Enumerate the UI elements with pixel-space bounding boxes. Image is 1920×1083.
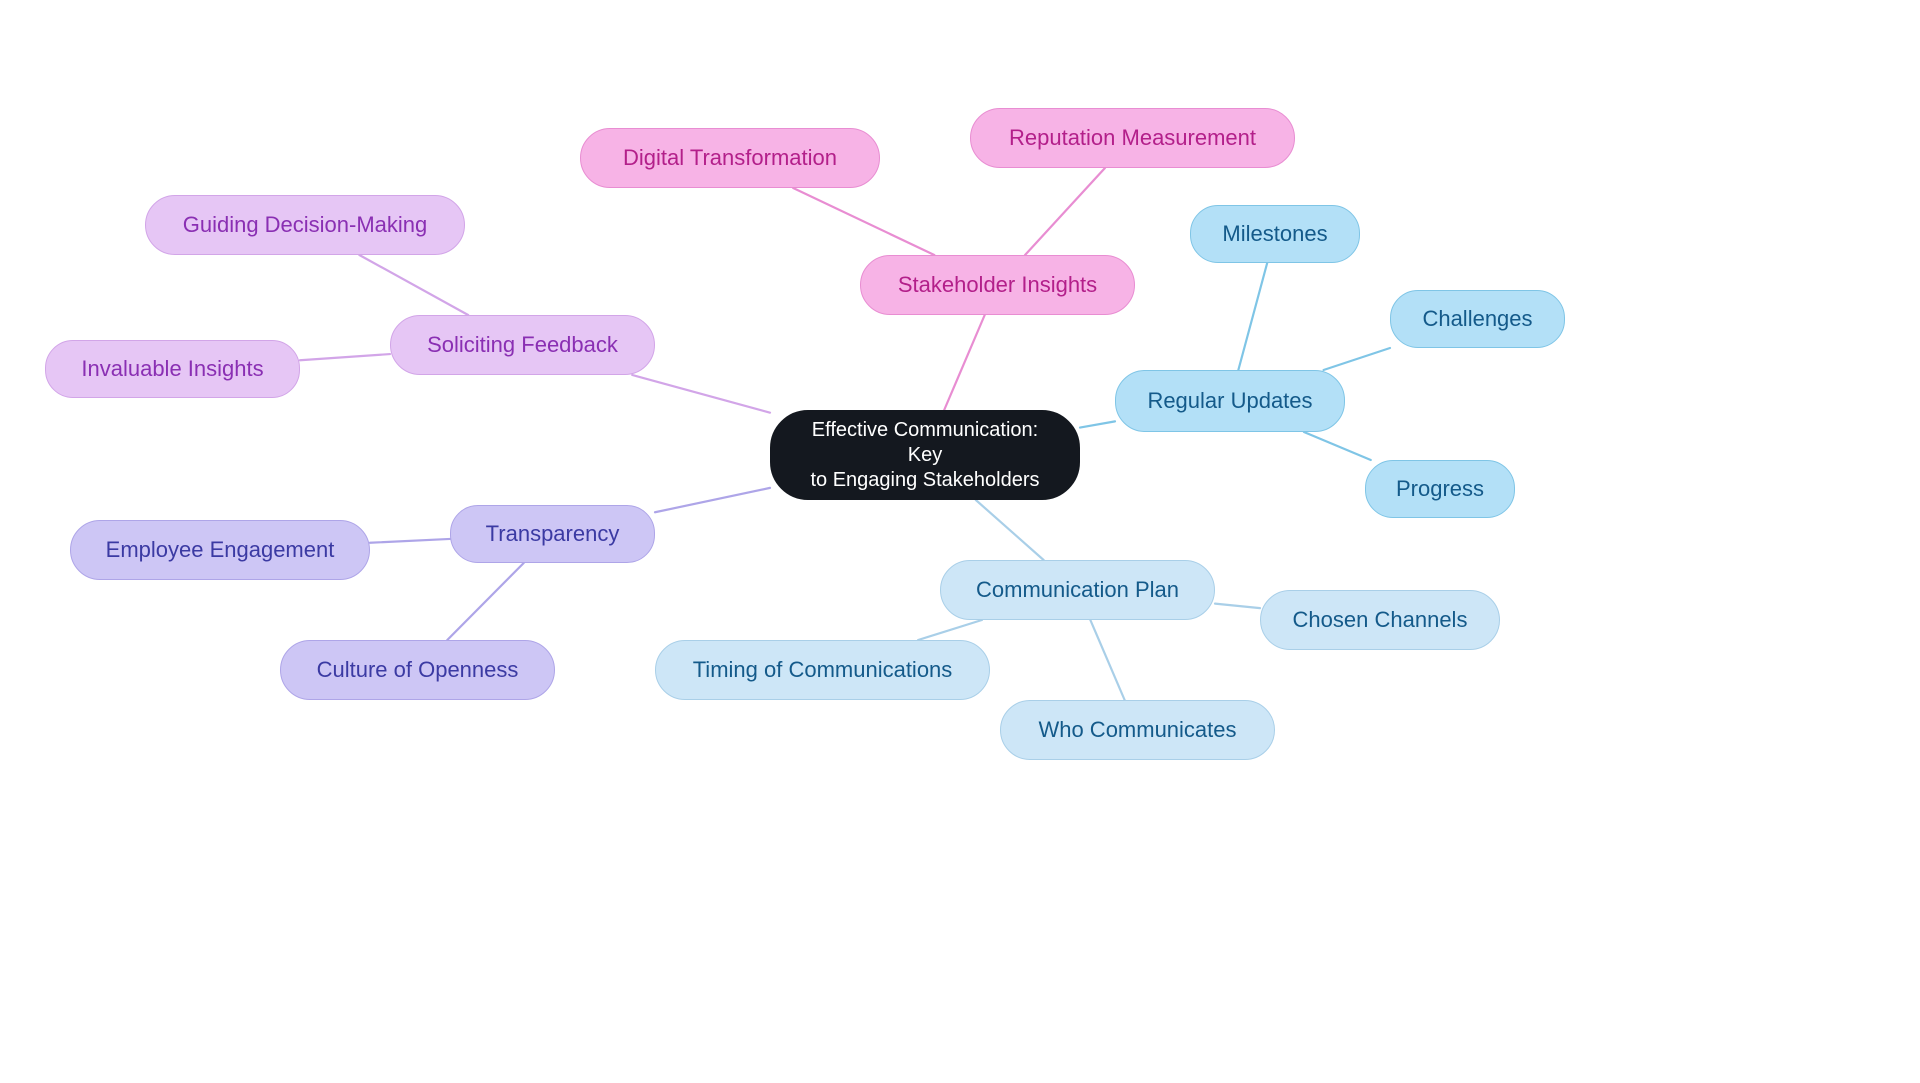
node-milestones: Milestones (1190, 205, 1360, 263)
edge (1215, 604, 1260, 608)
edge (944, 315, 985, 410)
edge (1090, 620, 1124, 700)
node-channels: Chosen Channels (1260, 590, 1500, 650)
edge (359, 255, 468, 315)
edge (447, 563, 523, 640)
edge (1324, 348, 1390, 370)
node-comm_plan: Communication Plan (940, 560, 1215, 620)
edge (632, 375, 770, 413)
node-guiding: Guiding Decision-Making (145, 195, 465, 255)
node-digital: Digital Transformation (580, 128, 880, 188)
edge (976, 500, 1044, 560)
edge (300, 354, 390, 360)
node-stakeholder: Stakeholder Insights (860, 255, 1135, 315)
edge (1238, 263, 1267, 370)
node-transparency: Transparency (450, 505, 655, 563)
node-culture: Culture of Openness (280, 640, 555, 700)
node-invaluable: Invaluable Insights (45, 340, 300, 398)
edge (370, 539, 450, 543)
node-timing: Timing of Communications (655, 640, 990, 700)
node-regular_updates: Regular Updates (1115, 370, 1345, 432)
node-center: Effective Communication: Key to Engaging… (770, 410, 1080, 500)
node-progress: Progress (1365, 460, 1515, 518)
edge (1080, 421, 1115, 427)
node-reputation: Reputation Measurement (970, 108, 1295, 168)
edge (918, 620, 982, 640)
edge (793, 188, 934, 255)
node-soliciting: Soliciting Feedback (390, 315, 655, 375)
node-who: Who Communicates (1000, 700, 1275, 760)
edge (1304, 432, 1371, 460)
node-emp_engage: Employee Engagement (70, 520, 370, 580)
edge (1025, 168, 1105, 255)
node-challenges: Challenges (1390, 290, 1565, 348)
edge (655, 488, 770, 512)
